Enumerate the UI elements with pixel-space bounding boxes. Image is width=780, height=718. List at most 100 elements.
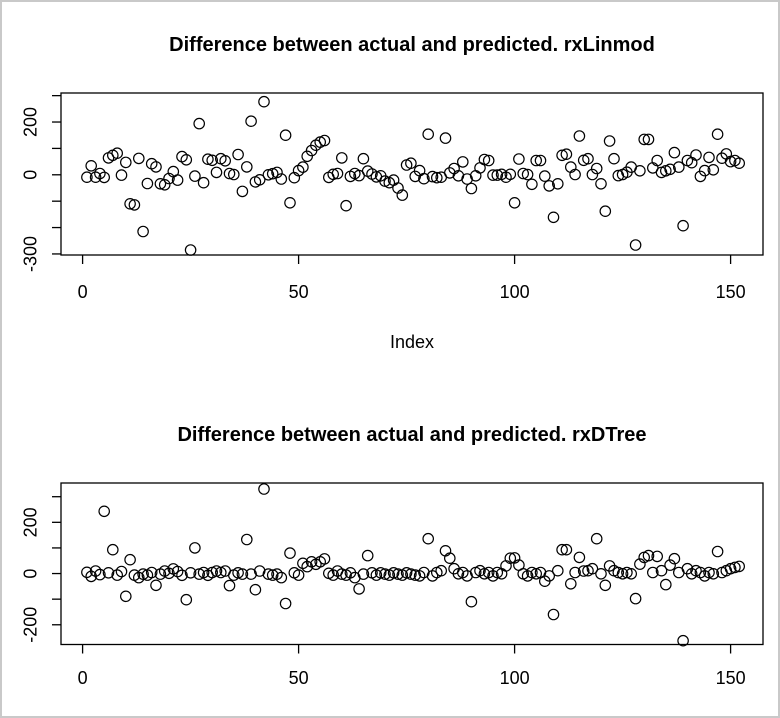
data-point xyxy=(357,568,370,580)
data-point xyxy=(409,569,421,581)
data-point xyxy=(668,552,681,565)
data-point xyxy=(465,595,478,608)
data-point xyxy=(297,161,309,173)
data-point xyxy=(500,560,512,572)
data-point xyxy=(435,564,447,577)
data-point xyxy=(625,567,637,580)
data-point xyxy=(137,568,149,580)
plot1-rxlinmod-scatter: 0 50 100 150 200 0 -300 xyxy=(20,92,764,302)
data-point xyxy=(543,180,555,192)
data-point xyxy=(655,564,668,577)
data-point xyxy=(711,545,724,558)
data-point xyxy=(335,152,348,164)
data-point xyxy=(595,178,607,190)
data-point xyxy=(318,134,331,147)
x-tick-label: 100 xyxy=(500,668,530,688)
data-point xyxy=(573,551,586,564)
data-point xyxy=(707,567,720,580)
x-tick-label: 50 xyxy=(289,668,309,688)
data-point xyxy=(232,148,244,161)
data-point xyxy=(573,130,586,142)
data-point xyxy=(521,168,534,181)
data-point xyxy=(279,597,292,610)
x-tick-label: 150 xyxy=(716,668,746,688)
data-point xyxy=(184,566,197,579)
y-tick-label: 0 xyxy=(20,170,40,180)
data-point xyxy=(651,154,663,167)
data-point xyxy=(508,197,521,209)
data-point xyxy=(145,566,158,579)
data-point xyxy=(405,157,417,169)
data-point xyxy=(724,155,737,168)
data-point xyxy=(318,553,331,565)
data-point xyxy=(599,579,612,592)
data-point xyxy=(634,165,646,177)
data-point xyxy=(469,170,482,182)
x-tick-label: 150 xyxy=(716,282,746,302)
data-point xyxy=(642,133,655,146)
data-point xyxy=(517,167,529,180)
data-point xyxy=(634,558,646,570)
data-point xyxy=(400,566,413,579)
data-point xyxy=(258,483,270,495)
data-point xyxy=(707,164,720,176)
data-point xyxy=(223,579,236,592)
data-point xyxy=(120,156,132,169)
data-point xyxy=(621,566,633,579)
data-point xyxy=(612,566,625,579)
data-point xyxy=(659,578,672,591)
plot2-title: Difference between actual and predicted.… xyxy=(177,424,646,446)
data-point xyxy=(245,115,257,127)
data-point xyxy=(590,162,603,175)
data-point xyxy=(189,170,201,182)
x-tick-label: 0 xyxy=(78,282,88,302)
data-point xyxy=(219,155,231,167)
data-point xyxy=(543,570,555,582)
data-point xyxy=(193,117,205,130)
data-point xyxy=(629,592,642,605)
data-point xyxy=(443,167,456,179)
data-point xyxy=(115,565,128,578)
data-point xyxy=(128,199,141,211)
data-point xyxy=(275,173,288,185)
data-point xyxy=(430,171,443,184)
data-point xyxy=(405,568,417,580)
data-point xyxy=(102,566,115,579)
data-point xyxy=(284,547,296,559)
data-point xyxy=(133,152,145,165)
data-point xyxy=(262,169,275,181)
data-point xyxy=(694,170,707,183)
data-point xyxy=(284,197,296,209)
data-point xyxy=(590,532,603,545)
data-point xyxy=(171,174,184,186)
data-point xyxy=(551,564,564,577)
x-tick-label: 0 xyxy=(78,668,88,688)
data-point xyxy=(534,154,547,167)
data-point xyxy=(556,543,568,556)
data-point xyxy=(560,148,573,160)
data-point xyxy=(275,571,288,584)
data-point xyxy=(491,169,504,181)
data-point xyxy=(526,178,538,191)
data-point xyxy=(81,566,93,579)
data-point xyxy=(253,174,266,186)
data-point xyxy=(111,147,123,159)
data-point xyxy=(89,565,102,577)
data-point xyxy=(703,151,715,164)
data-point xyxy=(197,176,210,189)
data-point xyxy=(180,593,193,606)
data-point xyxy=(228,168,240,181)
data-point xyxy=(327,168,339,181)
data-point xyxy=(729,561,741,574)
data-point xyxy=(98,505,110,518)
data-point xyxy=(487,169,499,181)
data-point xyxy=(115,169,128,181)
data-point xyxy=(560,543,573,556)
data-point xyxy=(569,566,581,579)
data-point xyxy=(266,569,279,581)
y-tick-label: 200 xyxy=(20,107,40,137)
data-point xyxy=(180,154,193,166)
data-point xyxy=(504,168,517,181)
data-point xyxy=(85,160,97,172)
